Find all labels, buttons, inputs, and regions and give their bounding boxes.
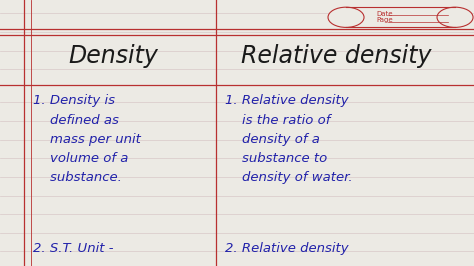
Text: Date: Date	[377, 11, 393, 17]
Text: Page: Page	[377, 18, 393, 23]
Text: 2. Relative density: 2. Relative density	[225, 242, 349, 255]
FancyBboxPatch shape	[346, 7, 455, 27]
Text: Relative density: Relative density	[241, 44, 432, 68]
Text: 1. Relative density
    is the ratio of
    density of a
    substance to
    de: 1. Relative density is the ratio of dens…	[225, 94, 353, 184]
Circle shape	[328, 7, 364, 27]
Text: 2. S.T. Unit -: 2. S.T. Unit -	[33, 242, 114, 255]
Circle shape	[437, 7, 473, 27]
Text: Density: Density	[69, 44, 159, 68]
Text: 1. Density is
    defined as
    mass per unit
    volume of a
    substance.: 1. Density is defined as mass per unit v…	[33, 94, 141, 184]
